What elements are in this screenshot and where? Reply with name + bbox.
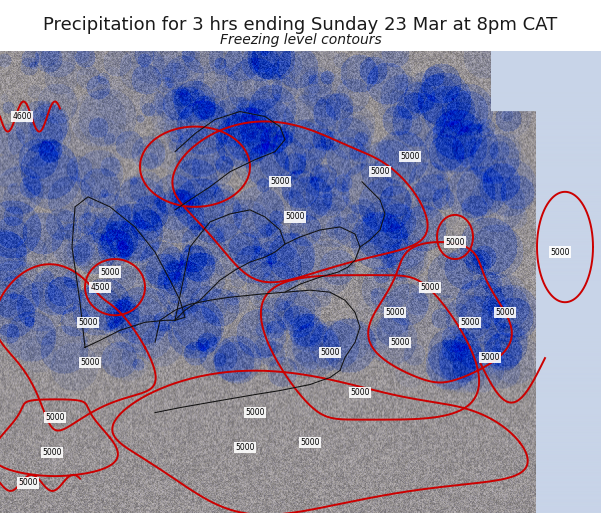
Text: 5000: 5000 (480, 353, 500, 362)
Text: 5000: 5000 (385, 308, 404, 317)
Text: Precipitation for 3 hrs ending Sunday 23 Mar at 8pm CAT: Precipitation for 3 hrs ending Sunday 23… (43, 16, 558, 34)
Text: 5000: 5000 (400, 152, 419, 161)
Text: 5000: 5000 (45, 413, 65, 422)
Text: 5000: 5000 (320, 348, 340, 357)
Text: 4500: 4500 (90, 283, 110, 292)
Text: 5000: 5000 (420, 283, 440, 292)
Text: 5000: 5000 (78, 318, 98, 327)
Text: 5000: 5000 (245, 408, 265, 417)
Text: 5000: 5000 (390, 338, 410, 347)
Text: 5000: 5000 (285, 212, 305, 222)
Text: 5000: 5000 (100, 268, 120, 277)
Text: 5000: 5000 (42, 448, 62, 457)
Text: 5000: 5000 (460, 318, 480, 327)
Text: 4600: 4600 (12, 112, 32, 121)
Text: 5000: 5000 (300, 438, 320, 447)
Text: 5000: 5000 (18, 479, 38, 487)
Text: Freezing level contours: Freezing level contours (219, 33, 382, 47)
Text: 5000: 5000 (350, 388, 370, 397)
Text: 5000: 5000 (270, 177, 290, 186)
Text: 5000: 5000 (370, 167, 390, 176)
Text: 5000: 5000 (235, 443, 255, 452)
Text: 5000: 5000 (445, 238, 465, 247)
Text: 5000: 5000 (81, 358, 100, 367)
Text: 5000: 5000 (551, 248, 570, 256)
Text: 5000: 5000 (495, 308, 514, 317)
